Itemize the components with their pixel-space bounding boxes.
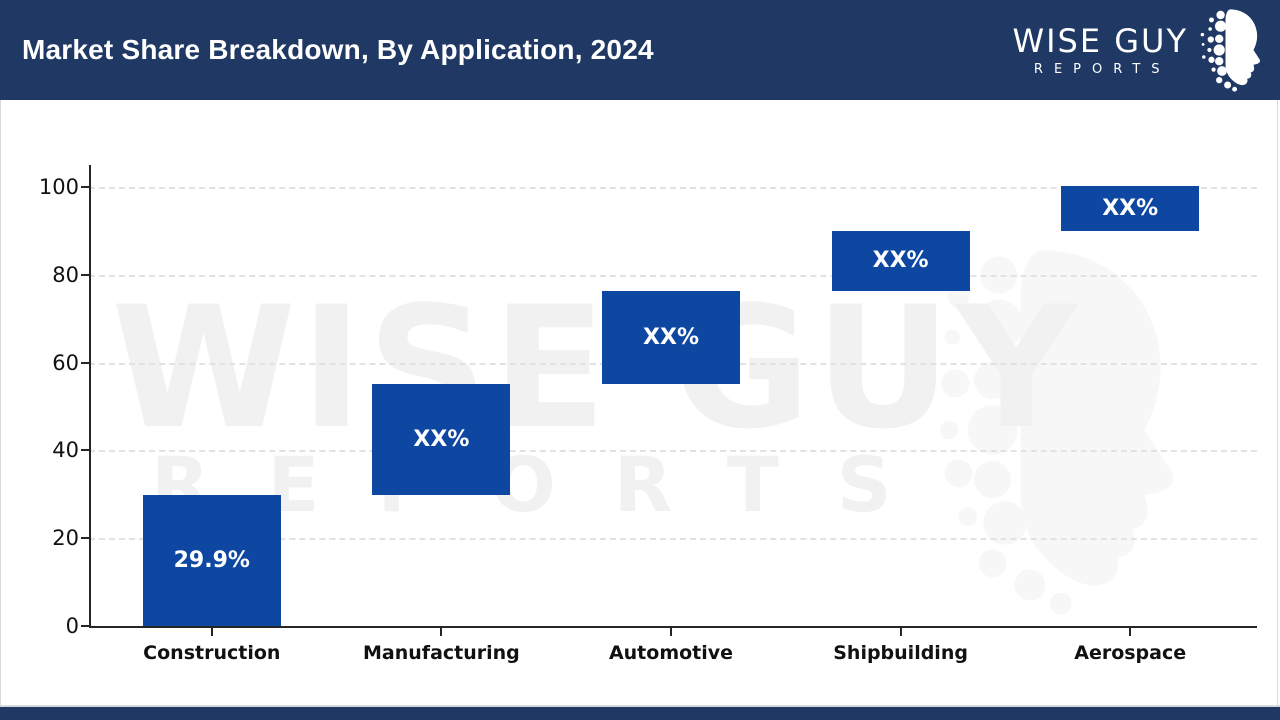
- bar-shipbuilding: XX%: [831, 230, 970, 292]
- y-axis-label-20: 20: [52, 526, 79, 551]
- x-axis-spine: [89, 626, 1257, 628]
- y-axis-label-60: 60: [52, 350, 79, 375]
- x-axis-label-4: Aerospace: [1074, 642, 1187, 664]
- x-axis-tick-1: [440, 628, 443, 636]
- y-axis-spine: [89, 165, 91, 628]
- x-axis-tick-2: [670, 628, 672, 636]
- bar-construction: 29.9%: [142, 494, 281, 626]
- bar-manufacturing: XX%: [372, 383, 511, 495]
- x-axis-tick-3: [899, 628, 902, 636]
- header-bar: Market Share Breakdown, By Application, …: [0, 0, 1280, 100]
- x-axis-tick-4: [1129, 628, 1132, 636]
- logo-brand-text: WISE GUY: [1012, 21, 1188, 60]
- bar-value-label: XX%: [643, 324, 699, 350]
- footer-bar: [0, 707, 1280, 720]
- gridline-y-100: [89, 187, 1257, 189]
- x-axis-label-2: Automotive: [608, 642, 734, 664]
- x-axis-label-3: Shipbuilding: [833, 642, 968, 664]
- y-axis-label-0: 0: [65, 614, 79, 638]
- wiseguy-logo-text: WISE GUY REPORTS: [1012, 25, 1188, 76]
- wiseguy-logo: WISE GUY REPORTS: [1012, 8, 1266, 92]
- gridline-y-80: [89, 274, 1257, 277]
- x-axis-label-1: Manufacturing: [363, 642, 520, 664]
- chart-area: WISE GUY REPORTS 0 20 40 60 80 100 29.9% Constr…: [0, 100, 1278, 706]
- y-axis-tick-60: [81, 361, 89, 364]
- watermark-brand-text: WISE GUY: [111, 270, 1082, 466]
- y-axis-tick-0: [81, 625, 89, 627]
- bar-value-label: XX%: [1102, 195, 1159, 221]
- y-axis-label-80: 80: [52, 262, 79, 287]
- y-axis-tick-100: [81, 186, 89, 188]
- bar-value-label: 29.9%: [173, 547, 250, 573]
- y-axis-label-100: 100: [38, 175, 79, 199]
- page-title: Market Share Breakdown, By Application, …: [22, 34, 654, 65]
- gridline-y-20: [89, 538, 1257, 541]
- bar-value-label: XX%: [872, 248, 929, 274]
- x-axis-tick-0: [210, 628, 213, 636]
- bar-aerospace: XX%: [1061, 185, 1200, 231]
- logo-sub-text: REPORTS: [1033, 61, 1171, 77]
- gridline-y-40: [89, 450, 1257, 453]
- y-axis-tick-40: [81, 449, 89, 452]
- wiseguy-face-icon: [1200, 9, 1260, 92]
- bar-automotive: XX%: [602, 291, 740, 384]
- bar-value-label: XX%: [413, 426, 470, 452]
- y-axis-tick-80: [81, 273, 89, 276]
- footer-divider: [0, 705, 1280, 707]
- y-axis-tick-20: [81, 537, 89, 540]
- x-axis-label-0: Construction: [143, 642, 281, 664]
- y-axis-label-40: 40: [52, 438, 79, 463]
